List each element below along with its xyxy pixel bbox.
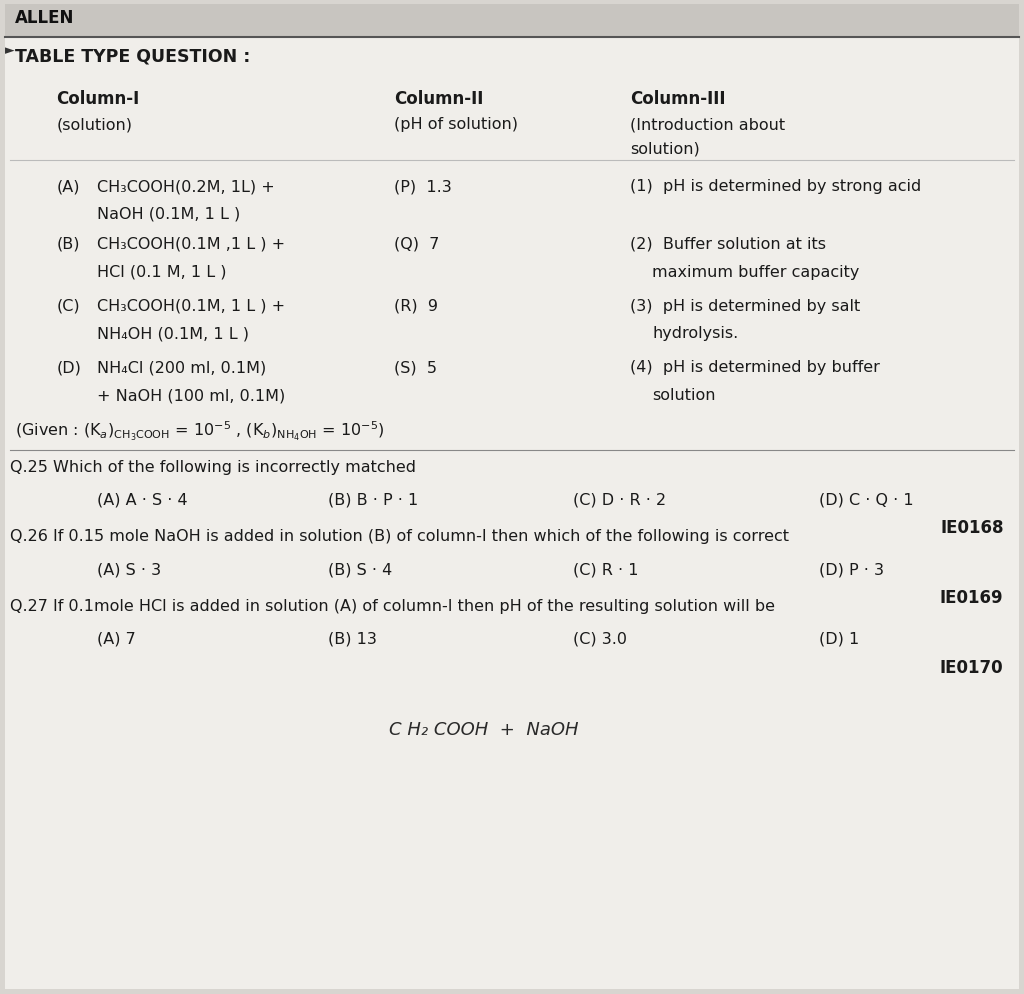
Text: (Q)  7: (Q) 7 <box>394 237 439 251</box>
Text: Q.26 If 0.15 mole NaOH is added in solution (B) of column-I then which of the fo: Q.26 If 0.15 mole NaOH is added in solut… <box>10 529 790 544</box>
Text: (Given : (K$_a$)$_{\mathrm{CH_3COOH}}$ = 10$^{-5}$ , (K$_b$)$_{\mathrm{NH_4OH}}$: (Given : (K$_a$)$_{\mathrm{CH_3COOH}}$ =… <box>15 419 385 442</box>
Text: Q.27 If 0.1mole HCl is added in solution (A) of column-I then pH of the resultin: Q.27 If 0.1mole HCl is added in solution… <box>10 598 775 613</box>
Text: (1)  pH is determined by strong acid: (1) pH is determined by strong acid <box>630 179 921 194</box>
Text: (4)  pH is determined by buffer: (4) pH is determined by buffer <box>630 360 880 375</box>
Text: TABLE TYPE QUESTION :: TABLE TYPE QUESTION : <box>15 48 251 66</box>
Text: NaOH (0.1M, 1 L ): NaOH (0.1M, 1 L ) <box>97 207 241 222</box>
Text: IE0170: IE0170 <box>940 658 1004 676</box>
Text: (3)  pH is determined by salt: (3) pH is determined by salt <box>630 298 860 313</box>
Text: Column-II: Column-II <box>394 89 483 107</box>
Text: (solution): (solution) <box>56 117 132 132</box>
Text: (R)  9: (R) 9 <box>394 298 438 313</box>
Text: (2)  Buffer solution at its: (2) Buffer solution at its <box>630 237 825 251</box>
Text: CH₃COOH(0.2M, 1L) +: CH₃COOH(0.2M, 1L) + <box>97 179 275 194</box>
Text: (D): (D) <box>56 360 81 375</box>
Text: IE0169: IE0169 <box>940 588 1004 606</box>
Text: (S)  5: (S) 5 <box>394 360 437 375</box>
Text: maximum buffer capacity: maximum buffer capacity <box>652 264 860 279</box>
Text: (B) B · P · 1: (B) B · P · 1 <box>328 492 418 507</box>
Text: (D) 1: (D) 1 <box>819 631 859 646</box>
Text: Column-I: Column-I <box>56 89 139 107</box>
Text: (B) 13: (B) 13 <box>328 631 377 646</box>
Text: (C) 3.0: (C) 3.0 <box>573 631 628 646</box>
FancyBboxPatch shape <box>5 5 1019 989</box>
Text: (Introduction about: (Introduction about <box>630 117 784 132</box>
Text: (A) 7: (A) 7 <box>97 631 136 646</box>
Text: solution): solution) <box>630 141 699 156</box>
Text: Q.25 Which of the following is incorrectly matched: Q.25 Which of the following is incorrect… <box>10 459 416 474</box>
Text: (A): (A) <box>56 179 80 194</box>
Text: CH₃COOH(0.1M, 1 L ) +: CH₃COOH(0.1M, 1 L ) + <box>97 298 286 313</box>
Text: + NaOH (100 ml, 0.1M): + NaOH (100 ml, 0.1M) <box>97 388 286 403</box>
Text: hydrolysis.: hydrolysis. <box>652 326 738 341</box>
Text: (P)  1.3: (P) 1.3 <box>394 179 452 194</box>
Bar <box>5 5 1019 38</box>
Text: HCl (0.1 M, 1 L ): HCl (0.1 M, 1 L ) <box>97 264 226 279</box>
Text: ►: ► <box>5 44 14 57</box>
Text: (B): (B) <box>56 237 80 251</box>
Text: (C) R · 1: (C) R · 1 <box>573 562 639 577</box>
Text: NH₄Cl (200 ml, 0.1M): NH₄Cl (200 ml, 0.1M) <box>97 360 266 375</box>
Text: (B) S · 4: (B) S · 4 <box>328 562 392 577</box>
Text: (C): (C) <box>56 298 80 313</box>
Text: (D) P · 3: (D) P · 3 <box>819 562 884 577</box>
Text: ALLEN: ALLEN <box>15 9 75 27</box>
Text: solution: solution <box>652 388 716 403</box>
Text: (D) C · Q · 1: (D) C · Q · 1 <box>819 492 913 507</box>
Text: (A) S · 3: (A) S · 3 <box>97 562 162 577</box>
Text: NH₄OH (0.1M, 1 L ): NH₄OH (0.1M, 1 L ) <box>97 326 249 341</box>
Text: IE0168: IE0168 <box>940 519 1004 537</box>
Text: (pH of solution): (pH of solution) <box>394 117 518 132</box>
Text: (C) D · R · 2: (C) D · R · 2 <box>573 492 667 507</box>
Text: CH₃COOH(0.1M ,1 L ) +: CH₃COOH(0.1M ,1 L ) + <box>97 237 286 251</box>
Text: C H₂ COOH  +  NaOH: C H₂ COOH + NaOH <box>389 721 579 739</box>
Text: (A) A · S · 4: (A) A · S · 4 <box>97 492 188 507</box>
Text: Column-III: Column-III <box>630 89 725 107</box>
